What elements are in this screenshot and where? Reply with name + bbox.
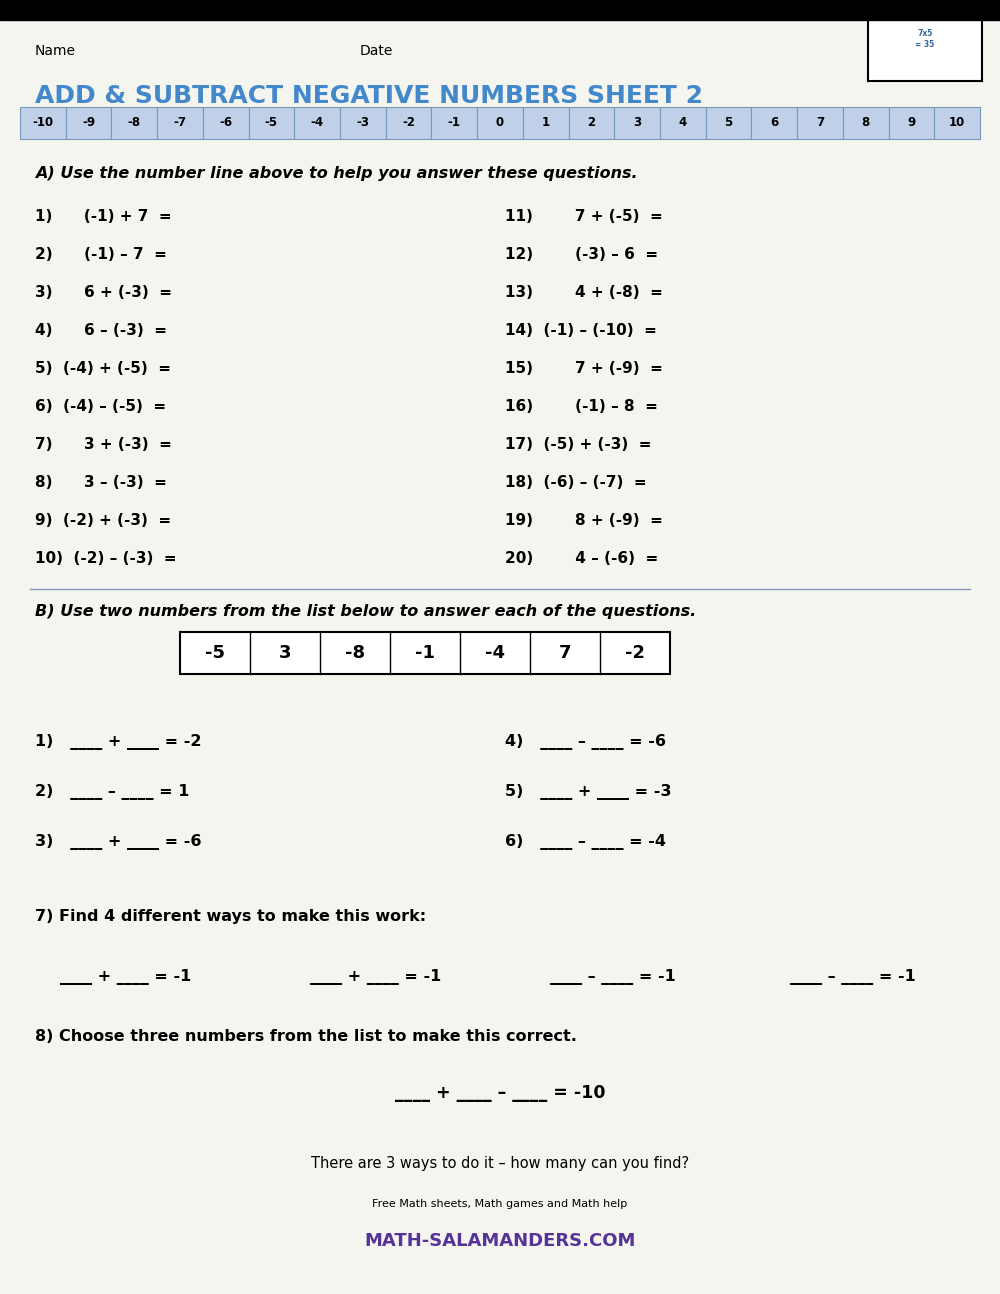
Text: 8: 8 — [862, 116, 870, 129]
Text: Name: Name — [35, 44, 76, 58]
FancyBboxPatch shape — [797, 107, 843, 138]
FancyBboxPatch shape — [477, 107, 523, 138]
FancyBboxPatch shape — [523, 107, 569, 138]
Text: 5: 5 — [724, 116, 733, 129]
Text: 3)      6 + (-3)  =: 3) 6 + (-3) = — [35, 285, 172, 300]
FancyBboxPatch shape — [66, 107, 111, 138]
Text: 1: 1 — [542, 116, 550, 129]
FancyBboxPatch shape — [294, 107, 340, 138]
Text: -4: -4 — [485, 644, 505, 663]
FancyBboxPatch shape — [386, 107, 431, 138]
Text: 9: 9 — [907, 116, 916, 129]
Text: 1)      (-1) + 7  =: 1) (-1) + 7 = — [35, 210, 172, 224]
Text: -8: -8 — [345, 644, 365, 663]
Text: 4)   ____ – ____ = -6: 4) ____ – ____ = -6 — [505, 734, 666, 751]
FancyBboxPatch shape — [934, 107, 980, 138]
Text: 20)        4 – (-6)  =: 20) 4 – (-6) = — [505, 551, 658, 565]
Text: 11)        7 + (-5)  =: 11) 7 + (-5) = — [505, 210, 663, 224]
Text: Free Math sheets, Math games and Math help: Free Math sheets, Math games and Math he… — [372, 1200, 628, 1209]
Text: 8)      3 – (-3)  =: 8) 3 – (-3) = — [35, 475, 167, 490]
Text: -6: -6 — [219, 116, 232, 129]
FancyBboxPatch shape — [180, 631, 670, 674]
Text: 4)      6 – (-3)  =: 4) 6 – (-3) = — [35, 324, 167, 338]
Text: 3)   ____ + ____ = -6: 3) ____ + ____ = -6 — [35, 835, 202, 850]
Text: -1: -1 — [415, 644, 435, 663]
Text: MATH-SALAMANDERS.COM: MATH-SALAMANDERS.COM — [364, 1232, 636, 1250]
Text: 6: 6 — [770, 116, 778, 129]
FancyBboxPatch shape — [843, 107, 889, 138]
Text: ____ + ____ – ____ = -10: ____ + ____ – ____ = -10 — [395, 1084, 605, 1102]
Text: -4: -4 — [311, 116, 324, 129]
Text: -3: -3 — [356, 116, 369, 129]
Text: 7: 7 — [816, 116, 824, 129]
FancyBboxPatch shape — [20, 107, 66, 138]
FancyBboxPatch shape — [751, 107, 797, 138]
Text: 1)   ____ + ____ = -2: 1) ____ + ____ = -2 — [35, 734, 202, 751]
Text: 6)  (-4) – (-5)  =: 6) (-4) – (-5) = — [35, 399, 166, 414]
Text: ADD & SUBTRACT NEGATIVE NUMBERS SHEET 2: ADD & SUBTRACT NEGATIVE NUMBERS SHEET 2 — [35, 84, 703, 107]
Text: 8) Choose three numbers from the list to make this correct.: 8) Choose three numbers from the list to… — [35, 1029, 577, 1044]
Text: 7) Find 4 different ways to make this work:: 7) Find 4 different ways to make this wo… — [35, 908, 426, 924]
Text: 0: 0 — [496, 116, 504, 129]
Text: -8: -8 — [128, 116, 141, 129]
Text: -10: -10 — [32, 116, 53, 129]
FancyBboxPatch shape — [868, 3, 982, 82]
Text: -2: -2 — [402, 116, 415, 129]
Text: 3: 3 — [279, 644, 291, 663]
Text: 5)   ____ + ____ = -3: 5) ____ + ____ = -3 — [505, 784, 672, 800]
Text: Date: Date — [360, 44, 393, 58]
Text: 7)      3 + (-3)  =: 7) 3 + (-3) = — [35, 437, 172, 452]
Text: 10: 10 — [949, 116, 965, 129]
Text: 13)        4 + (-8)  =: 13) 4 + (-8) = — [505, 285, 663, 300]
Text: ____ + ____ = -1: ____ + ____ = -1 — [310, 969, 441, 985]
Text: -7: -7 — [174, 116, 186, 129]
FancyBboxPatch shape — [111, 107, 157, 138]
Text: -9: -9 — [82, 116, 95, 129]
FancyBboxPatch shape — [660, 107, 706, 138]
Text: 10)  (-2) – (-3)  =: 10) (-2) – (-3) = — [35, 551, 177, 565]
FancyBboxPatch shape — [614, 107, 660, 138]
Text: 9)  (-2) + (-3)  =: 9) (-2) + (-3) = — [35, 512, 171, 528]
Text: 2)   ____ – ____ = 1: 2) ____ – ____ = 1 — [35, 784, 189, 800]
FancyBboxPatch shape — [706, 107, 751, 138]
Text: 7x5
= 35: 7x5 = 35 — [915, 30, 935, 49]
Text: 4: 4 — [679, 116, 687, 129]
Text: ____ – ____ = -1: ____ – ____ = -1 — [790, 969, 916, 985]
FancyBboxPatch shape — [249, 107, 294, 138]
Text: 7: 7 — [559, 644, 571, 663]
Text: A) Use the number line above to help you answer these questions.: A) Use the number line above to help you… — [35, 166, 638, 181]
FancyBboxPatch shape — [889, 107, 934, 138]
Text: 2: 2 — [587, 116, 595, 129]
FancyBboxPatch shape — [569, 107, 614, 138]
Text: ____ – ____ = -1: ____ – ____ = -1 — [550, 969, 676, 985]
FancyBboxPatch shape — [340, 107, 386, 138]
Text: 5)  (-4) + (-5)  =: 5) (-4) + (-5) = — [35, 361, 171, 377]
Text: 14)  (-1) – (-10)  =: 14) (-1) – (-10) = — [505, 324, 657, 338]
Text: 18)  (-6) – (-7)  =: 18) (-6) – (-7) = — [505, 475, 647, 490]
Text: -1: -1 — [448, 116, 461, 129]
Text: 15)        7 + (-9)  =: 15) 7 + (-9) = — [505, 361, 663, 377]
Bar — [0, 0, 1000, 19]
Text: 3: 3 — [633, 116, 641, 129]
Text: 6)   ____ – ____ = -4: 6) ____ – ____ = -4 — [505, 835, 666, 850]
Text: 2)      (-1) – 7  =: 2) (-1) – 7 = — [35, 247, 167, 261]
FancyBboxPatch shape — [203, 107, 249, 138]
Text: 16)        (-1) – 8  =: 16) (-1) – 8 = — [505, 399, 658, 414]
Text: B) Use two numbers from the list below to answer each of the questions.: B) Use two numbers from the list below t… — [35, 604, 696, 619]
Text: 12)        (-3) – 6  =: 12) (-3) – 6 = — [505, 247, 658, 261]
Text: -5: -5 — [265, 116, 278, 129]
Text: There are 3 ways to do it – how many can you find?: There are 3 ways to do it – how many can… — [311, 1156, 689, 1171]
FancyBboxPatch shape — [431, 107, 477, 138]
Text: ____ + ____ = -1: ____ + ____ = -1 — [60, 969, 191, 985]
Text: 17)  (-5) + (-3)  =: 17) (-5) + (-3) = — [505, 437, 652, 452]
Text: -5: -5 — [205, 644, 225, 663]
FancyBboxPatch shape — [157, 107, 203, 138]
Text: 19)        8 + (-9)  =: 19) 8 + (-9) = — [505, 512, 663, 528]
Text: -2: -2 — [625, 644, 645, 663]
